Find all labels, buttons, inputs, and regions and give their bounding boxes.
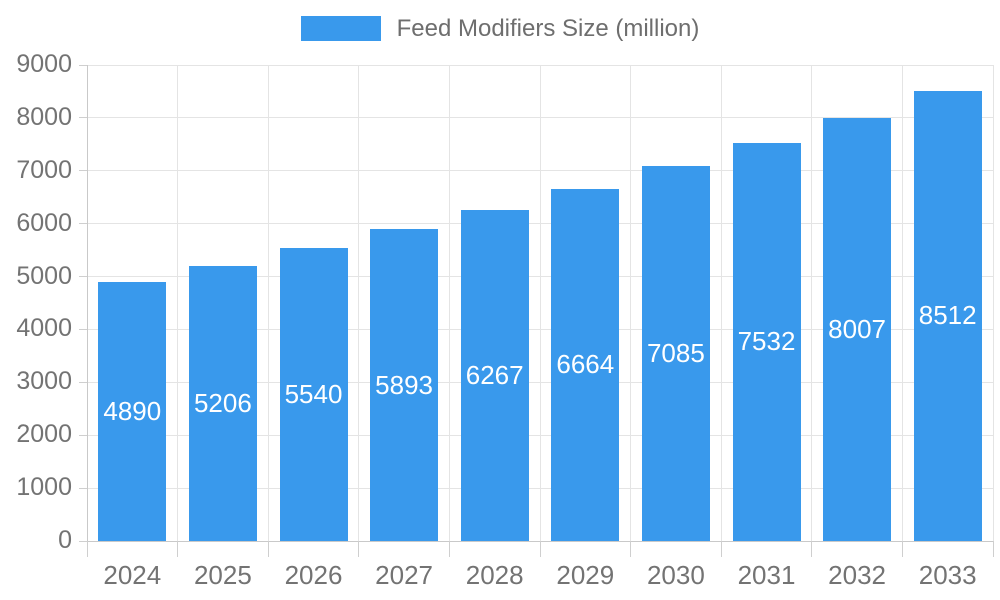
legend-label: Feed Modifiers Size (million) (396, 15, 700, 42)
x-axis-tick (86, 541, 88, 557)
bar[interactable]: 7532 (732, 142, 801, 541)
gridline-vertical (630, 65, 632, 541)
gridline-vertical (539, 65, 541, 541)
bar-value-label: 5206 (193, 387, 252, 418)
bar[interactable]: 5893 (370, 229, 439, 541)
x-axis-tick (901, 541, 903, 557)
x-axis-tick (720, 541, 722, 557)
bar-value-label: 6664 (556, 349, 615, 380)
gridline-vertical (448, 65, 450, 541)
x-axis-label: 2025 (193, 560, 252, 590)
y-axis-label: 6000 (16, 208, 72, 237)
y-axis-tick (79, 540, 87, 542)
x-axis-label: 2024 (103, 560, 162, 590)
gridline-vertical (177, 65, 179, 541)
bar[interactable]: 6267 (460, 209, 529, 541)
gridline-vertical (358, 65, 360, 541)
x-axis-tick (539, 541, 541, 557)
y-axis-label: 1000 (16, 473, 72, 502)
y-axis-tick (79, 276, 87, 278)
y-axis-label: 2000 (16, 420, 72, 449)
bar[interactable]: 7085 (641, 166, 710, 541)
bar-value-label: 8512 (918, 300, 977, 331)
gridline-vertical (811, 65, 813, 541)
x-axis-tick (992, 541, 994, 557)
bar[interactable]: 4890 (98, 282, 167, 541)
x-axis-label: 2027 (375, 560, 434, 590)
y-axis-line (86, 65, 88, 541)
x-axis-tick (358, 541, 360, 557)
bar-value-label: 5540 (284, 378, 343, 409)
y-axis-label: 3000 (16, 367, 72, 396)
legend[interactable]: Feed Modifiers Size (million) (0, 16, 1000, 41)
x-axis-label: 2026 (284, 560, 343, 590)
bar[interactable]: 6664 (551, 188, 620, 541)
x-axis-label: 2032 (828, 560, 887, 590)
bar-value-label: 5893 (375, 369, 434, 400)
gridline-vertical (992, 65, 994, 541)
y-axis-tick (79, 487, 87, 489)
bar-value-label: 4890 (103, 396, 162, 427)
legend-swatch (300, 16, 381, 41)
x-axis-label: 2030 (646, 560, 705, 590)
y-axis-label: 7000 (16, 155, 72, 184)
x-axis-label: 2031 (737, 560, 796, 590)
x-axis-tick (448, 541, 450, 557)
y-axis-label: 4000 (16, 314, 72, 343)
bar[interactable]: 5540 (279, 247, 348, 541)
y-axis-tick (79, 170, 87, 172)
bar[interactable]: 8512 (913, 90, 982, 541)
x-axis-tick (630, 541, 632, 557)
gridline-vertical (901, 65, 903, 541)
x-axis-label: 2033 (918, 560, 977, 590)
bar[interactable]: 8007 (823, 117, 892, 541)
x-axis-tick (811, 541, 813, 557)
bar-value-label: 6267 (465, 359, 524, 390)
y-axis-label: 0 (58, 526, 72, 554)
gridline-vertical (720, 65, 722, 541)
bar-value-label: 7532 (737, 326, 796, 357)
bar-value-label: 8007 (828, 313, 887, 344)
y-axis-label: 5000 (16, 261, 72, 290)
y-axis-label: 8000 (16, 102, 72, 131)
y-axis-tick (79, 223, 87, 225)
x-axis-tick (177, 541, 179, 557)
y-axis-tick (79, 434, 87, 436)
y-axis-tick (79, 117, 87, 119)
gridline-vertical (267, 65, 269, 541)
bar[interactable]: 5206 (188, 265, 257, 541)
x-axis-label: 2029 (556, 560, 615, 590)
y-axis-tick (79, 381, 87, 383)
y-axis-tick (79, 64, 87, 66)
y-axis-tick (79, 328, 87, 330)
bar-value-label: 7085 (646, 338, 705, 369)
y-axis-label: 9000 (16, 50, 72, 78)
x-axis-tick (267, 541, 269, 557)
x-axis-label: 2028 (465, 560, 524, 590)
